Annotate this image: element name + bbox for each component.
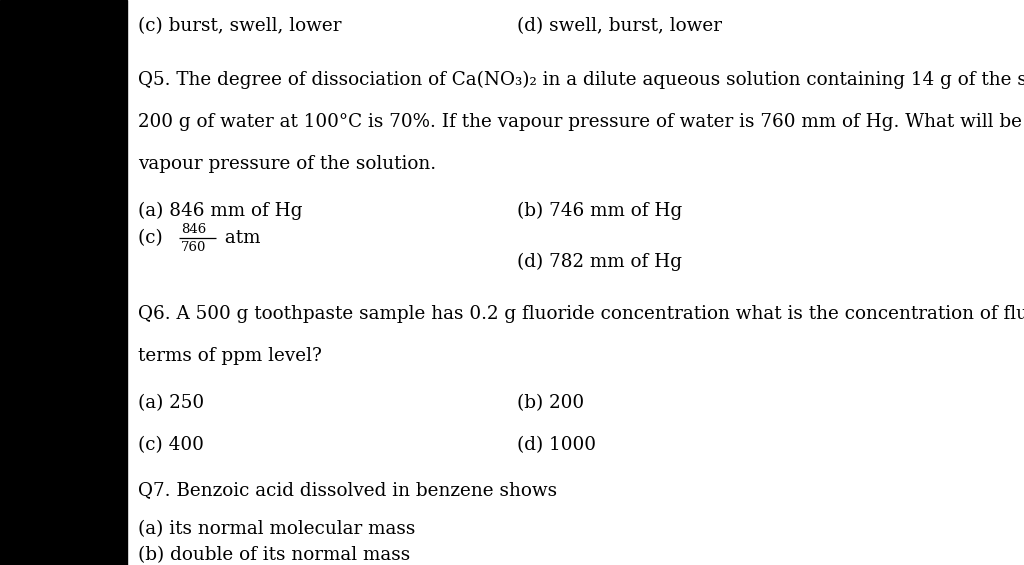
Text: 846: 846 [181,223,206,236]
Text: (b) double of its normal mass: (b) double of its normal mass [138,546,411,564]
Bar [0,0,127,565]
Text: (a) its normal molecular mass: (a) its normal molecular mass [138,520,416,538]
Text: (a) 846 mm of Hg: (a) 846 mm of Hg [138,202,303,220]
Text: (d) 782 mm of Hg: (d) 782 mm of Hg [517,253,682,271]
Text: terms of ppm level?: terms of ppm level? [138,347,323,366]
Text: (b) 746 mm of Hg: (b) 746 mm of Hg [517,202,682,220]
Text: (c) burst, swell, lower: (c) burst, swell, lower [138,17,342,35]
Text: atm: atm [218,229,260,247]
Text: 846: 846 [181,223,206,236]
Text: (d) 1000: (d) 1000 [517,436,596,454]
Text: Q7. Benzoic acid dissolved in benzene shows: Q7. Benzoic acid dissolved in benzene sh… [138,481,557,499]
Text: 200 g of water at 100°C is 70%. If the vapour pressure of water is 760 mm of Hg.: 200 g of water at 100°C is 70%. If the v… [138,113,1024,131]
Text: Q5. The degree of dissociation of Ca(NO₃)₂ in a dilute aqueous solution containi: Q5. The degree of dissociation of Ca(NO₃… [138,71,1024,89]
Text: vapour pressure of the solution.: vapour pressure of the solution. [138,155,436,173]
Text: (a) 250: (a) 250 [138,394,205,412]
Text: (c): (c) [138,229,169,247]
Text: Q6. A 500 g toothpaste sample has 0.2 g fluoride concentration what is the conce: Q6. A 500 g toothpaste sample has 0.2 g … [138,305,1024,323]
Text: (d) swell, burst, lower: (d) swell, burst, lower [517,17,722,35]
Text: 760: 760 [181,241,206,254]
Text: (b) 200: (b) 200 [517,394,585,412]
Text: (c) 400: (c) 400 [138,436,204,454]
